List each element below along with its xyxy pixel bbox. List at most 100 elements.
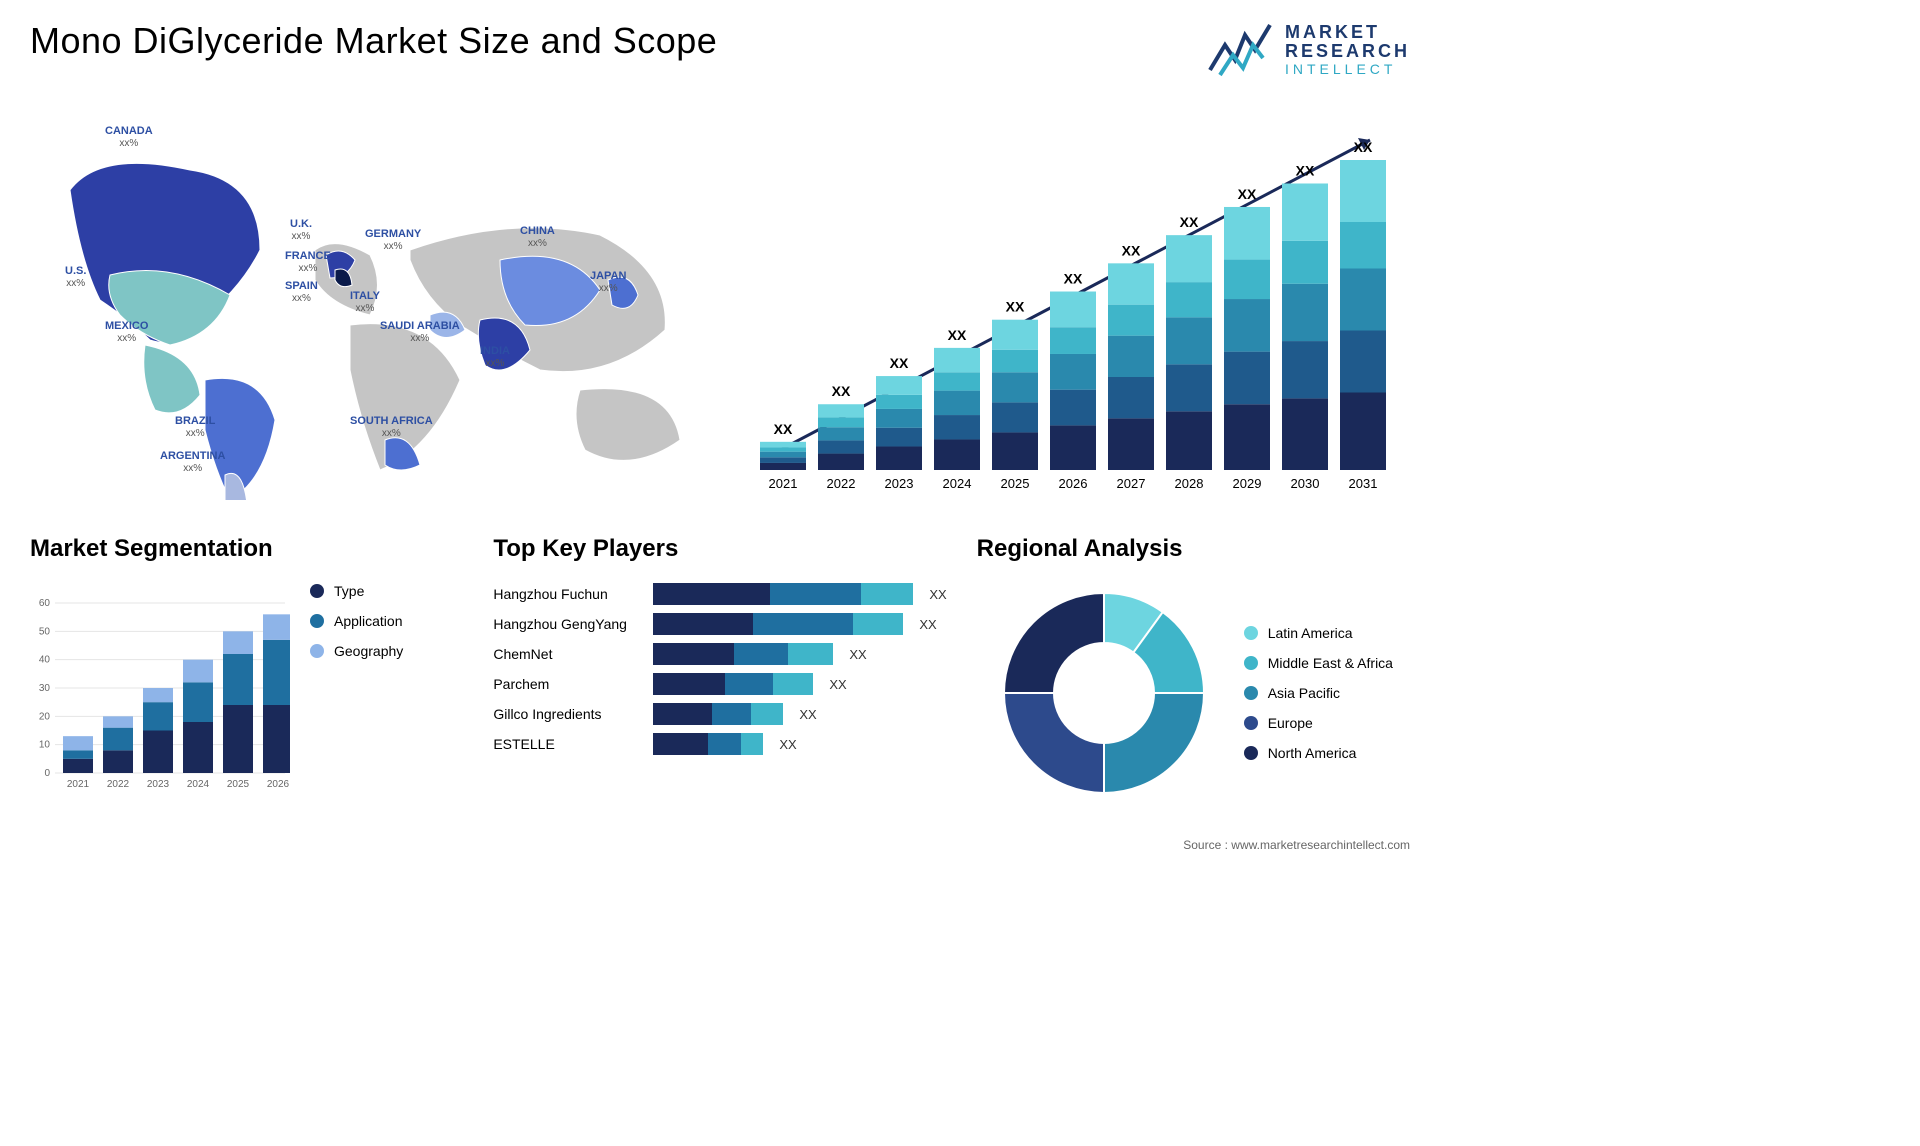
player-bar xyxy=(653,703,783,725)
svg-text:XX: XX xyxy=(1354,139,1373,155)
svg-text:0: 0 xyxy=(44,768,50,779)
player-row: Hangzhou GengYang XX xyxy=(493,613,946,635)
legend-item: Geography xyxy=(310,643,403,659)
svg-text:2031: 2031 xyxy=(1349,476,1378,491)
svg-text:20: 20 xyxy=(39,711,51,722)
player-value: XX xyxy=(799,707,816,722)
map-label: FRANCExx% xyxy=(285,250,331,275)
svg-text:2023: 2023 xyxy=(885,476,914,491)
map-label: SOUTH AFRICAxx% xyxy=(350,415,433,440)
player-name: Parchem xyxy=(493,676,643,692)
player-row: Parchem XX xyxy=(493,673,946,695)
svg-text:XX: XX xyxy=(1296,162,1315,178)
legend-item: Europe xyxy=(1244,715,1393,731)
svg-text:2026: 2026 xyxy=(267,779,290,790)
svg-text:2027: 2027 xyxy=(1117,476,1146,491)
world-map: CANADAxx% U.S.xx% MEXICOxx% BRAZILxx% ARGENT… xyxy=(30,120,720,500)
svg-text:2024: 2024 xyxy=(943,476,972,491)
svg-text:2023: 2023 xyxy=(147,779,170,790)
donut-svg xyxy=(994,583,1214,803)
map-label: MEXICOxx% xyxy=(105,320,148,345)
svg-text:XX: XX xyxy=(832,383,851,399)
logo: MARKET RESEARCH INTELLECT xyxy=(1205,20,1410,80)
footer-source: Source : www.marketresearchintellect.com xyxy=(1183,838,1410,852)
key-players-list: Hangzhou Fuchun XX Hangzhou GengYang XX Chem… xyxy=(493,583,946,755)
regional-legend: Latin America Middle East & Africa Asia Pa… xyxy=(1244,625,1393,761)
map-label: SPAINxx% xyxy=(285,280,318,305)
segmentation-section: Market Segmentation 0 10 20 30 40 50 60 2021 202… xyxy=(30,535,463,803)
regional-section: Regional Analysis Latin America Middle Ea… xyxy=(977,535,1410,803)
player-value: XX xyxy=(779,737,796,752)
map-label: SAUDI ARABIAxx% xyxy=(380,320,460,345)
svg-text:2028: 2028 xyxy=(1175,476,1204,491)
legend-item: Application xyxy=(310,613,403,629)
svg-text:XX: XX xyxy=(948,327,967,343)
svg-text:2022: 2022 xyxy=(107,779,130,790)
map-label: CHINAxx% xyxy=(520,225,555,250)
logo-icon xyxy=(1205,20,1275,80)
map-label: INDIAxx% xyxy=(480,345,510,370)
svg-text:50: 50 xyxy=(39,626,51,637)
player-name: Hangzhou Fuchun xyxy=(493,586,643,602)
map-label: ARGENTINAxx% xyxy=(160,450,225,475)
svg-text:XX: XX xyxy=(1238,186,1257,202)
svg-text:2021: 2021 xyxy=(769,476,798,491)
header: Mono DiGlyceride Market Size and Scope M… xyxy=(30,20,1410,80)
key-players-section: Top Key Players Hangzhou FuchunXXHangzho… xyxy=(493,535,946,803)
svg-text:10: 10 xyxy=(39,740,51,751)
svg-text:XX: XX xyxy=(1006,299,1025,315)
svg-text:XX: XX xyxy=(890,355,909,371)
legend-item: Latin America xyxy=(1244,625,1393,641)
svg-text:XX: XX xyxy=(1064,271,1083,287)
player-bar xyxy=(653,643,833,665)
player-value: XX xyxy=(919,617,936,632)
legend-item: Type xyxy=(310,583,403,599)
svg-text:2024: 2024 xyxy=(187,779,210,790)
svg-text:2025: 2025 xyxy=(1001,476,1030,491)
player-row: ChemNetXX xyxy=(493,643,946,665)
legend-item: North America xyxy=(1244,745,1393,761)
growth-svg: XX 2021 XX 2022 XX 2023 XX 2024 XX 2025 XX 2026 XX 20… xyxy=(750,120,1410,500)
svg-text:XX: XX xyxy=(1180,214,1199,230)
player-name: Gillco Ingredients xyxy=(493,706,643,722)
page-title: Mono DiGlyceride Market Size and Scope xyxy=(30,20,717,62)
svg-text:2021: 2021 xyxy=(67,779,90,790)
map-label: U.S.xx% xyxy=(65,265,86,290)
key-players-title: Top Key Players xyxy=(493,535,946,563)
segmentation-legend: Type Application Geography xyxy=(310,583,403,659)
player-bar xyxy=(653,583,913,605)
svg-text:XX: XX xyxy=(1122,242,1141,258)
svg-text:2026: 2026 xyxy=(1059,476,1088,491)
player-bar xyxy=(653,733,763,755)
svg-text:60: 60 xyxy=(39,598,51,609)
svg-text:30: 30 xyxy=(39,683,51,694)
bottom-row: Market Segmentation 0 10 20 30 40 50 60 2021 202… xyxy=(30,535,1410,803)
player-value: XX xyxy=(929,587,946,602)
map-label: JAPANxx% xyxy=(590,270,626,295)
map-label: CANADAxx% xyxy=(105,125,153,150)
player-name: Hangzhou GengYang xyxy=(493,616,643,632)
growth-bar-chart: XX 2021 XX 2022 XX 2023 XX 2024 XX 2025 XX 2026 XX 20… xyxy=(750,120,1410,505)
map-label: GERMANYxx% xyxy=(365,228,421,253)
svg-text:2022: 2022 xyxy=(827,476,856,491)
svg-text:40: 40 xyxy=(39,655,51,666)
main-row: CANADAxx% U.S.xx% MEXICOxx% BRAZILxx% ARGENT… xyxy=(30,120,1410,505)
segmentation-title: Market Segmentation xyxy=(30,535,463,563)
player-bar xyxy=(653,673,813,695)
logo-text: MARKET RESEARCH INTELLECT xyxy=(1285,23,1410,78)
svg-text:XX: XX xyxy=(774,421,793,437)
player-row: Gillco Ingredients XX xyxy=(493,703,946,725)
legend-item: Middle East & Africa xyxy=(1244,655,1393,671)
player-name: ChemNet xyxy=(493,646,643,662)
player-value: XX xyxy=(829,677,846,692)
segmentation-svg: 0 10 20 30 40 50 60 2021 2022 2023 2024 2025 2026 xyxy=(30,583,290,793)
map-label: U.K.xx% xyxy=(290,218,312,243)
player-name: ESTELLE xyxy=(493,736,643,752)
svg-text:2025: 2025 xyxy=(227,779,250,790)
regional-title: Regional Analysis xyxy=(977,535,1410,563)
player-row: Hangzhou Fuchun XX xyxy=(493,583,946,605)
map-label: BRAZILxx% xyxy=(175,415,215,440)
legend-item: Asia Pacific xyxy=(1244,685,1393,701)
svg-text:2029: 2029 xyxy=(1233,476,1262,491)
map-label: ITALYxx% xyxy=(350,290,380,315)
